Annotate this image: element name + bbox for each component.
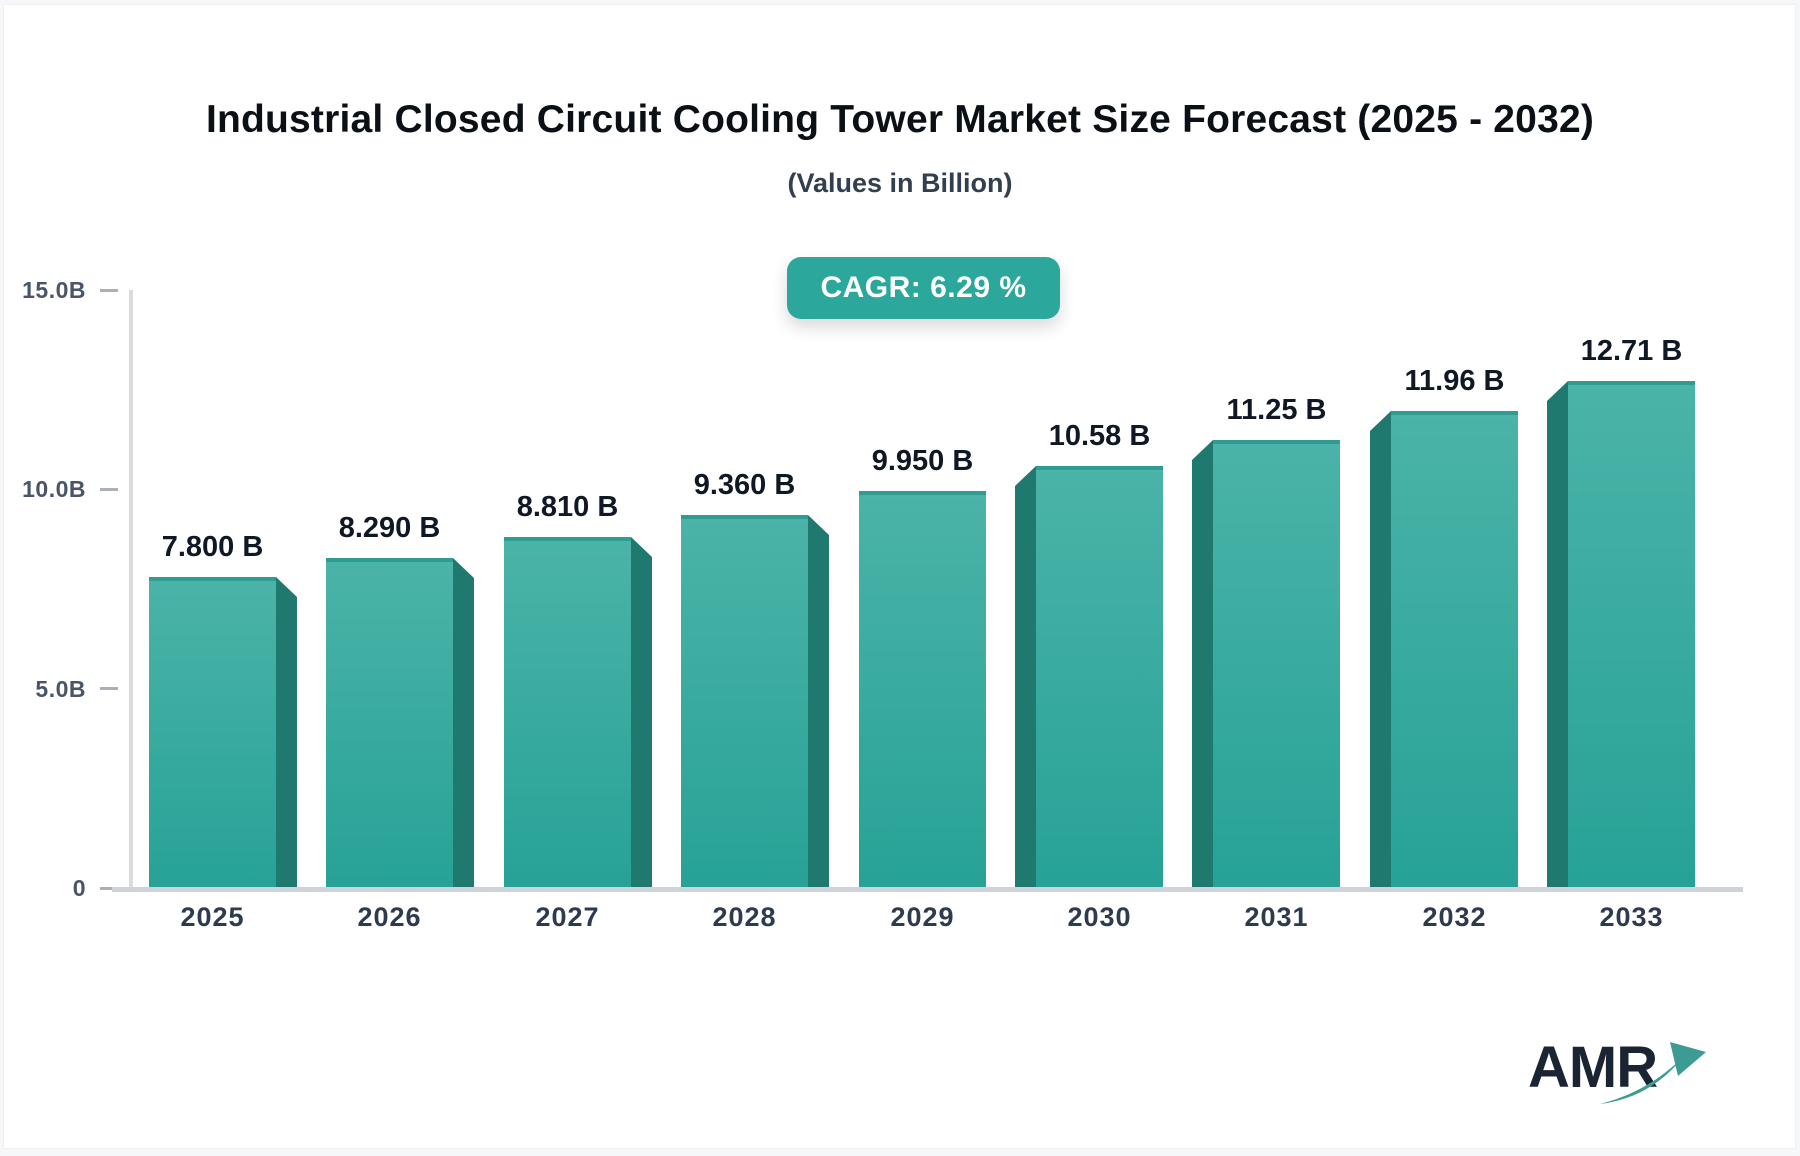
x-tick-label: 2029	[890, 902, 955, 932]
y-tick-label: 15.0B	[22, 277, 86, 303]
bar-side-face	[1547, 381, 1568, 888]
y-tick-dash	[100, 687, 118, 690]
x-tick-label: 2025	[180, 902, 245, 932]
x-tick-label: 2033	[1599, 902, 1664, 932]
x-tick-label: 2031	[1244, 902, 1309, 932]
bar-2026	[326, 558, 453, 888]
y-tick-label: 0	[72, 875, 86, 901]
x-tick-label: 2027	[535, 902, 600, 932]
bar-side-face	[631, 537, 652, 888]
chart-subtitle: (Values in Billion)	[787, 168, 1013, 198]
bar-2032	[1391, 411, 1518, 888]
x-tick-label: 2028	[712, 902, 777, 932]
bar-value-label: 11.96 B	[1404, 365, 1505, 397]
bar-2033	[1568, 381, 1695, 888]
x-tick-label: 2032	[1422, 902, 1487, 932]
bar-value-label: 8.290 B	[338, 512, 441, 544]
bar-value-label: 8.810 B	[516, 491, 619, 523]
bar-side-face	[276, 577, 297, 888]
y-tick-label: 10.0B	[22, 476, 86, 502]
bar-value-label: 11.25 B	[1226, 394, 1327, 426]
bar-value-label: 9.950 B	[871, 445, 974, 477]
bar-value-label: 12.71 B	[1580, 335, 1683, 367]
amr-logo: AMR	[1528, 1034, 1718, 1114]
y-tick-dash	[100, 488, 118, 491]
bar-2030	[1036, 466, 1163, 888]
amr-logo-arrow-icon	[1600, 1042, 1706, 1104]
y-tick-label: 5.0B	[35, 676, 86, 702]
bar-2027	[504, 537, 631, 888]
bar-value-label: 9.360 B	[693, 469, 796, 501]
bar-side-face	[453, 558, 474, 888]
bar-side-face	[808, 515, 829, 888]
chart-title: Industrial Closed Circuit Cooling Tower …	[205, 98, 1595, 141]
bar-2029	[859, 491, 986, 888]
bar-side-face	[1015, 466, 1036, 888]
bar-2028	[681, 515, 808, 888]
bar-value-label: 7.800 B	[161, 531, 264, 563]
y-tick-dash	[100, 887, 118, 890]
bar-side-face	[1192, 440, 1213, 889]
bar-2025	[149, 577, 276, 888]
y-tick-dash	[100, 289, 118, 292]
cagr-badge: CAGR: 6.29 %	[787, 257, 1060, 319]
x-tick-label: 2026	[357, 902, 422, 932]
bar-2031	[1213, 440, 1340, 889]
bar-side-face	[1370, 411, 1391, 888]
x-tick-label: 2030	[1067, 902, 1132, 932]
x-axis-line	[112, 887, 1743, 892]
y-axis-line	[129, 290, 133, 892]
bar-value-label: 10.58 B	[1048, 420, 1151, 452]
amr-logo-text: AMR	[1528, 1035, 1658, 1100]
